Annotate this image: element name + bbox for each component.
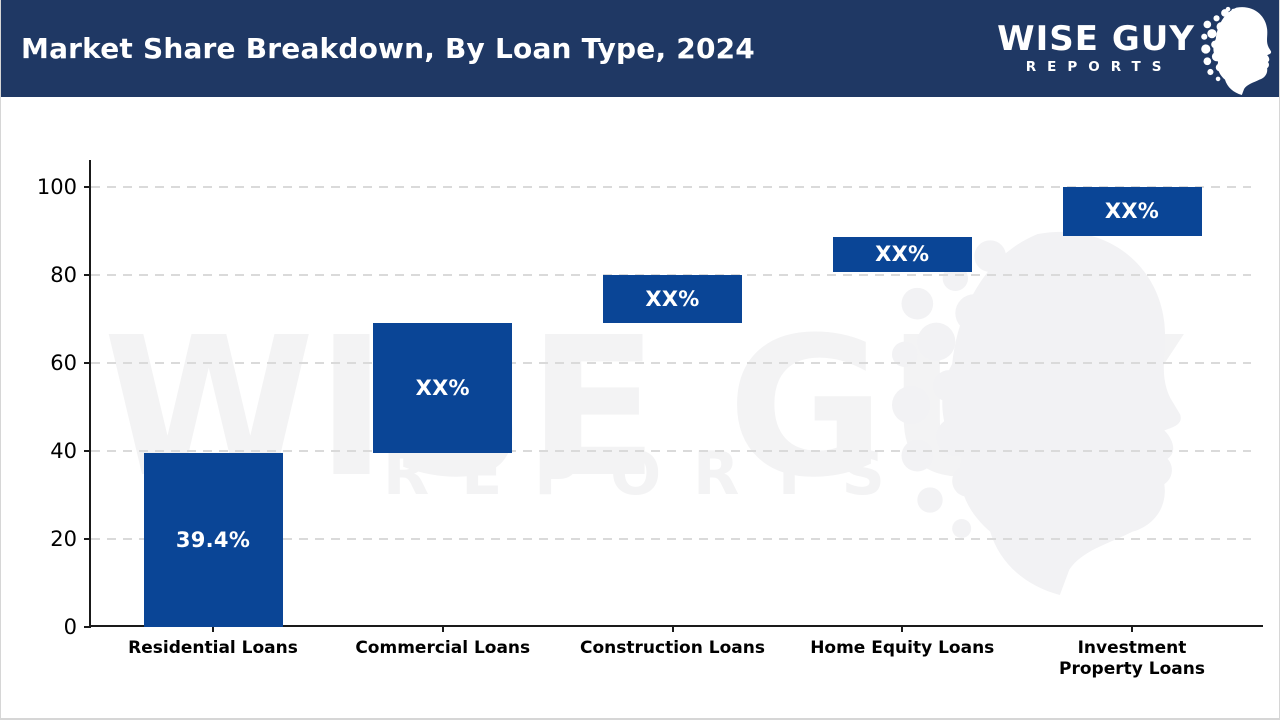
logo-head-icon <box>1201 6 1272 95</box>
bar-value-label: XX% <box>1104 199 1160 224</box>
logo-wordmark-line1: WISE GUY <box>997 19 1195 59</box>
y-tick-mark-100 <box>84 185 91 188</box>
gridline-20 <box>91 537 1252 540</box>
y-tick-mark-60 <box>84 361 91 364</box>
y-tick-label-80: 80 <box>50 262 77 287</box>
bar-commercial-loans: XX% <box>373 323 513 454</box>
bar-construction-loans: XX% <box>603 274 742 324</box>
y-tick-label-40: 40 <box>50 438 77 463</box>
chart-region: WISE GUY REPORTS 0 20 40 60 80 100 39.4% Reside… <box>1 97 1279 718</box>
bar-value-label: XX% <box>875 242 930 267</box>
header: Market Share Breakdown, By Loan Type, 20… <box>1 0 1279 97</box>
y-tick-mark-20 <box>84 537 91 540</box>
plot-area: 0 20 40 60 80 100 39.4% Residential Loans XX% Com… <box>37 160 1263 679</box>
x-tick-label-commercial-loans: Commercial Loans <box>355 638 531 658</box>
x-tick-mark-5 <box>1131 625 1133 632</box>
bar-value-label: XX% <box>645 286 700 311</box>
bar-value-label: XX% <box>415 376 470 401</box>
x-tick-mark-2 <box>441 625 444 632</box>
y-tick-mark-0 <box>84 626 91 628</box>
y-tick-label-0: 0 <box>63 615 77 639</box>
y-tick-label-100: 100 <box>36 174 77 199</box>
x-tick-mark-1 <box>212 625 214 632</box>
logo-wordmark-line2: REPORTS <box>1025 59 1173 75</box>
x-tick-mark-4 <box>901 625 904 632</box>
page-title: Market Share Breakdown, By Loan Type, 20… <box>21 32 755 65</box>
y-tick-label-20: 20 <box>50 526 77 551</box>
y-tick-mark-80 <box>84 273 91 276</box>
bar-residential-loans: 39.4% <box>143 453 283 627</box>
x-tick-label-construction-loans: Construction Loans <box>580 638 765 658</box>
gridline-100 <box>91 185 1252 188</box>
watermark-head-icon <box>892 231 1181 595</box>
y-tick-mark-40 <box>84 449 91 452</box>
bar-value-label: 39.4% <box>175 528 251 553</box>
gridline-40 <box>91 449 1252 452</box>
x-tick-label-home-equity-loans: Home Equity Loans <box>810 638 995 658</box>
gridline-60 <box>91 361 1252 364</box>
y-tick-label-60: 60 <box>50 350 77 375</box>
bar-investment-property-loans: XX% <box>1062 186 1202 236</box>
brand-logo: WISE GUY REPORTS <box>997 2 1277 95</box>
bar-home-equity-loans: XX% <box>832 236 972 273</box>
x-tick-label-residential-loans: Residential Loans <box>128 638 298 658</box>
x-tick-mark-3 <box>671 625 674 632</box>
logo-wordmark: WISE GUY REPORTS <box>997 22 1195 75</box>
x-tick-label-investment-property-loans: Investment Property Loans <box>1059 638 1205 680</box>
